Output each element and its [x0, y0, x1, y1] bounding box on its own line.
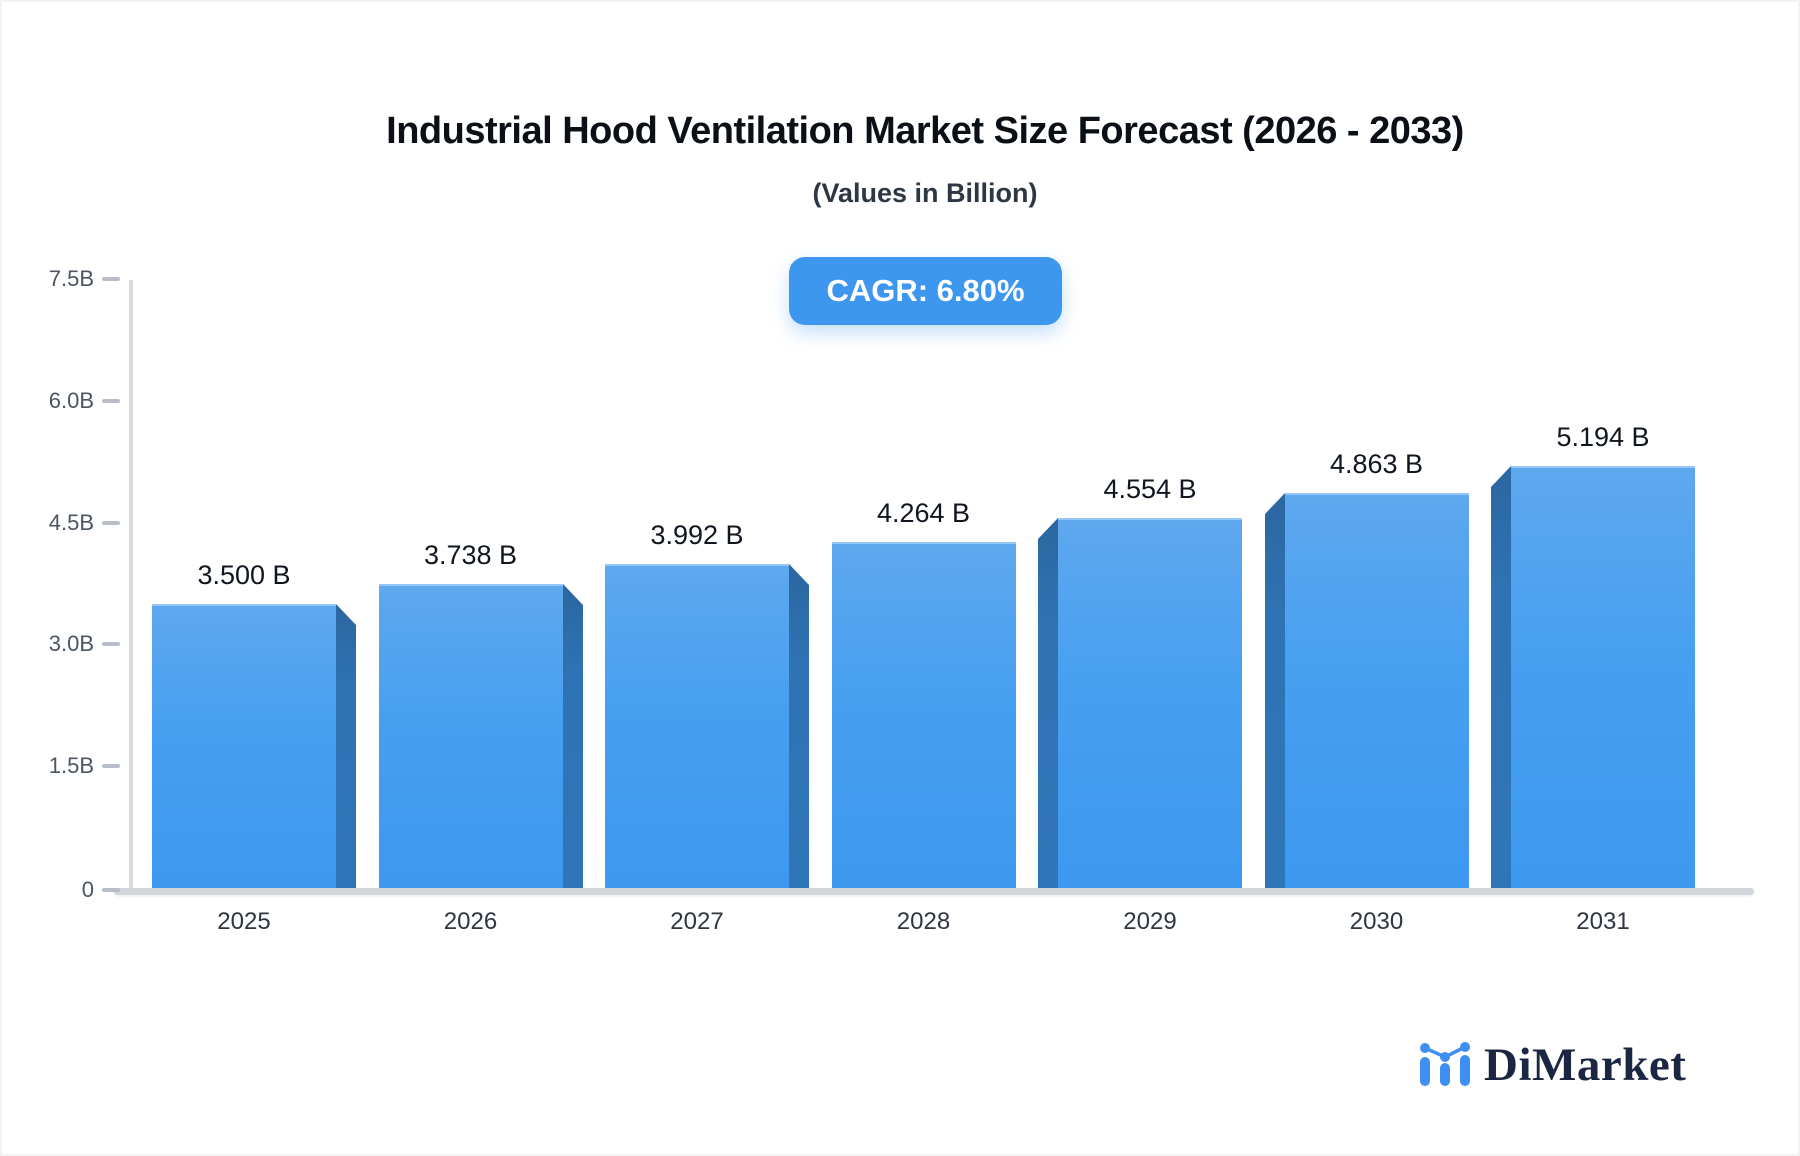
bar-3d-side	[563, 584, 583, 888]
bar-2030	[1285, 493, 1469, 888]
chart-subtitle: (Values in Billion)	[812, 178, 1038, 208]
y-axis-tick-label: 4.5B	[48, 509, 94, 535]
bar-value-label: 4.554 B	[1103, 474, 1197, 504]
y-axis-tick-label: 1.5B	[48, 753, 94, 779]
y-axis-tick-label: 3.0B	[48, 631, 94, 657]
x-axis-tick-label: 2030	[1349, 908, 1404, 935]
bar-value-label: 4.863 B	[1329, 449, 1424, 479]
mini-bar-chart-icon	[1420, 1042, 1470, 1086]
bar-value-label: 4.264 B	[876, 498, 971, 528]
bar-value-label: 3.992 B	[650, 520, 744, 550]
bar-value-label: 3.738 B	[423, 540, 518, 570]
bar-3d-side	[336, 604, 356, 888]
y-axis-tick-mark	[102, 642, 120, 647]
y-axis-tick-mark	[102, 888, 120, 892]
bar-2027	[605, 564, 789, 888]
bar-3d-side	[1038, 518, 1058, 888]
bar-2031	[1511, 466, 1695, 888]
x-axis-tick-label: 2028	[896, 908, 951, 935]
chart-title: Industrial Hood Ventilation Market Size …	[386, 110, 1464, 152]
dimarket-logo: DiMarket	[1418, 1038, 1686, 1092]
y-axis-tick-mark	[102, 764, 120, 769]
y-axis-tick-mark	[102, 520, 120, 525]
y-axis-line	[129, 280, 133, 890]
bar-value-label: 5.194 B	[1556, 422, 1650, 452]
x-axis-tick-label: 2031	[1576, 908, 1630, 935]
y-axis-tick-label: 0	[81, 877, 94, 902]
x-axis-tick-label: 2027	[670, 908, 724, 935]
bar-value-label: 3.500 B	[197, 560, 291, 590]
x-axis-tick-label: 2026	[443, 908, 498, 935]
y-axis-tick-mark	[102, 277, 120, 281]
cagr-badge: CAGR: 6.80%	[789, 257, 1062, 325]
bar-3d-side	[1491, 466, 1511, 888]
bar-2025	[152, 604, 336, 888]
bar-2026	[379, 584, 563, 888]
y-axis-tick-label: 7.5B	[48, 266, 94, 291]
x-axis-tick-label: 2025	[217, 908, 271, 935]
x-axis-tick-label: 2029	[1123, 908, 1177, 935]
bar-3d-side	[789, 564, 809, 888]
bar-2029	[1058, 518, 1242, 888]
dimarket-logo-text: DiMarket	[1484, 1039, 1687, 1091]
x-axis-line	[114, 888, 1754, 895]
bar-2028	[832, 542, 1016, 888]
bar-3d-side	[1265, 493, 1285, 888]
y-axis-tick-label: 6.0B	[48, 387, 94, 413]
y-axis-tick-mark	[102, 398, 120, 403]
